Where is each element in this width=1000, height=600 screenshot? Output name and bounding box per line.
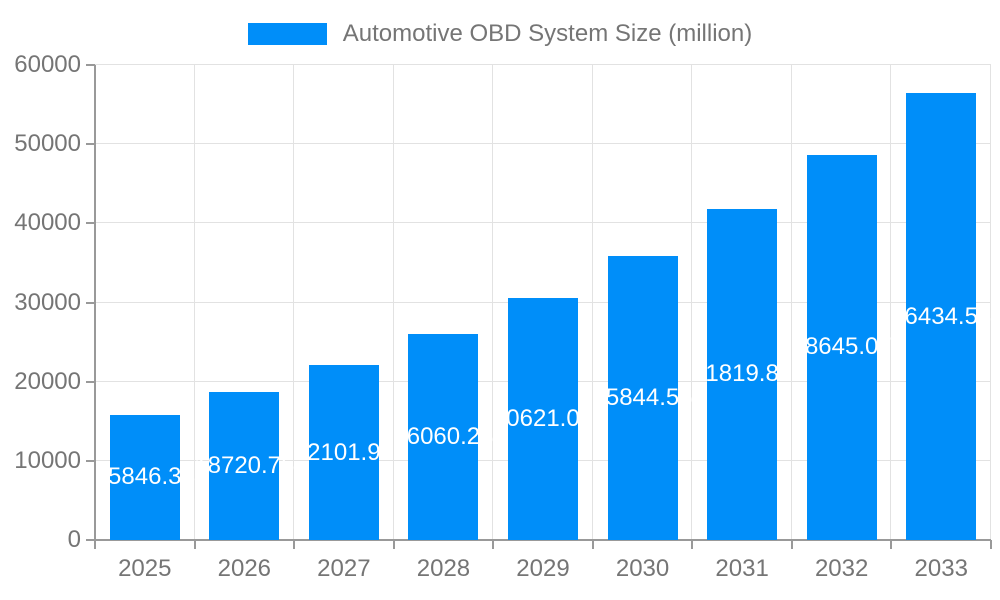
gridline-horizontal	[95, 222, 991, 224]
bar-value-label: 18720.76	[194, 451, 295, 479]
bar-value-label: 15846.34	[94, 463, 195, 491]
y-axis-label: 10000	[14, 446, 81, 474]
y-axis-label: 0	[67, 526, 81, 553]
y-axis-tick	[86, 301, 95, 304]
bar-value-label: 22101.91	[293, 438, 394, 466]
gridline-horizontal	[95, 64, 991, 65]
bar	[707, 208, 778, 540]
y-axis-label: 60000	[14, 51, 81, 78]
bar-value-label: 48645.07	[791, 333, 892, 361]
y-axis-label: 40000	[14, 209, 81, 237]
gridline-vertical	[890, 65, 892, 540]
y-axis-label: 50000	[14, 130, 81, 158]
x-axis-label: 2028	[416, 555, 471, 582]
x-axis-tick	[990, 540, 992, 549]
bar	[906, 93, 977, 540]
bar-value-label: 35844.56	[592, 384, 693, 412]
x-axis-label: 2026	[217, 555, 272, 582]
bar	[109, 414, 180, 540]
gridline-vertical	[193, 65, 195, 540]
x-axis-label: 2033	[914, 555, 968, 582]
x-axis-tick	[392, 540, 395, 549]
gridline-vertical	[293, 65, 295, 540]
y-axis-tick	[86, 459, 95, 462]
x-axis-line	[95, 539, 991, 541]
gridline-horizontal	[95, 143, 991, 145]
gridline-vertical	[492, 65, 494, 540]
x-axis-tick	[691, 540, 694, 549]
y-axis-tick	[86, 380, 95, 383]
legend-swatch	[247, 23, 327, 45]
gridline-vertical	[790, 65, 792, 540]
x-axis-tick	[790, 540, 793, 549]
bar-value-label: 30621.07	[492, 404, 594, 432]
legend-label: Automotive OBD System Size (million)	[342, 20, 753, 47]
gridline-vertical	[591, 65, 593, 540]
plot-area: 0 10000 20000 30000 40000 50000 60000 15846.34 2…	[14, 52, 992, 582]
bar	[308, 365, 379, 540]
bar	[508, 297, 578, 540]
bar	[408, 333, 479, 540]
x-axis-label: 2027	[317, 555, 371, 582]
x-axis-label: 2025	[118, 555, 172, 582]
x-axis-label: 2030	[615, 555, 670, 582]
y-axis-label: 20000	[14, 367, 81, 395]
x-axis-tick	[492, 540, 495, 549]
x-axis-tick	[591, 540, 594, 549]
bar	[806, 154, 877, 540]
bar-value-label: 56434.53	[891, 302, 992, 330]
y-axis-tick	[86, 222, 95, 225]
y-axis-line	[94, 65, 96, 549]
x-axis-tick	[293, 540, 296, 549]
x-axis-tick	[193, 540, 196, 549]
x-axis-label: 2029	[516, 555, 570, 582]
x-axis-label: 2031	[715, 555, 769, 582]
y-axis-label: 30000	[14, 288, 81, 316]
gridline-vertical	[392, 65, 394, 540]
gridline-vertical	[990, 65, 991, 540]
gridline-vertical	[691, 65, 693, 540]
bar-value-label: 41819.81	[692, 360, 793, 388]
bar-value-label: 26060.28	[393, 422, 494, 450]
y-axis-tick	[86, 64, 95, 66]
y-axis-tick	[86, 143, 95, 146]
x-axis-label: 2032	[814, 555, 869, 582]
bar	[209, 391, 280, 540]
legend-item[interactable]: Automotive OBD System Size (million)	[0, 22, 1000, 46]
bar	[607, 256, 678, 540]
x-axis-tick	[890, 540, 893, 549]
y-axis-tick	[86, 539, 95, 541]
